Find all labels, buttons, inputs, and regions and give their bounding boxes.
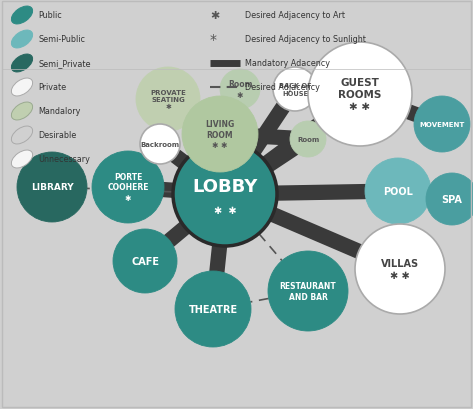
Ellipse shape — [11, 79, 33, 97]
Text: Room: Room — [297, 137, 319, 143]
Text: LIBRARY: LIBRARY — [31, 183, 73, 192]
Text: Semi_Private: Semi_Private — [38, 59, 90, 68]
Text: SPA: SPA — [442, 195, 463, 204]
Ellipse shape — [11, 151, 33, 169]
Text: LOBBY: LOBBY — [193, 178, 258, 196]
Text: Mandalory: Mandalory — [38, 107, 80, 116]
Circle shape — [17, 153, 87, 222]
Text: Public: Public — [38, 11, 62, 20]
Text: GUEST
ROOMS
✱ ✱: GUEST ROOMS ✱ ✱ — [338, 78, 382, 111]
Text: ✱: ✱ — [210, 11, 219, 21]
Text: Unnecessary: Unnecessary — [38, 155, 90, 164]
Text: THEATRE: THEATRE — [188, 304, 237, 314]
Text: Desired Adjacency to Sunlight: Desired Adjacency to Sunlight — [245, 36, 366, 45]
Text: BACK OF
HOUSE: BACK OF HOUSE — [279, 83, 311, 96]
Text: Desired Adjacency to Art: Desired Adjacency to Art — [245, 11, 345, 20]
Text: PORTE
COOHERE
✱: PORTE COOHERE ✱ — [107, 173, 149, 202]
Circle shape — [414, 97, 470, 153]
Circle shape — [426, 173, 473, 225]
Text: *: * — [210, 33, 217, 47]
Circle shape — [92, 152, 164, 223]
Text: Backroom: Backroom — [140, 142, 180, 148]
Circle shape — [173, 143, 277, 246]
Text: Desired Adjacency: Desired Adjacency — [245, 83, 320, 92]
Text: MOVEMENT: MOVEMENT — [419, 122, 464, 128]
Circle shape — [308, 43, 412, 147]
Circle shape — [136, 68, 200, 132]
Text: Semi-Public: Semi-Public — [38, 36, 85, 45]
Text: POOL: POOL — [383, 187, 413, 196]
Text: RESTAURANT
AND BAR: RESTAURANT AND BAR — [280, 282, 336, 301]
Text: Private: Private — [38, 83, 66, 92]
Text: Room
✱: Room ✱ — [228, 80, 252, 99]
Ellipse shape — [11, 55, 33, 73]
Circle shape — [290, 122, 326, 157]
Text: LIVING
ROOM
✱ ✱: LIVING ROOM ✱ ✱ — [205, 120, 235, 150]
Circle shape — [175, 271, 251, 347]
Text: ✱  ✱: ✱ ✱ — [214, 205, 236, 216]
Circle shape — [355, 225, 445, 314]
Circle shape — [182, 97, 258, 173]
Ellipse shape — [11, 103, 33, 121]
Circle shape — [140, 125, 180, 164]
Circle shape — [220, 70, 260, 110]
Circle shape — [365, 159, 431, 225]
Circle shape — [268, 252, 348, 331]
Text: PROVATE
SEATING
✱: PROVATE SEATING ✱ — [150, 90, 186, 110]
Ellipse shape — [11, 31, 33, 49]
Ellipse shape — [11, 7, 33, 25]
Text: Mandatory Adacency: Mandatory Adacency — [245, 59, 330, 68]
Text: CAFE: CAFE — [131, 256, 159, 266]
Text: Desirable: Desirable — [38, 131, 76, 140]
Text: VILLAS
✱ ✱: VILLAS ✱ ✱ — [381, 258, 419, 280]
Circle shape — [273, 68, 317, 112]
Circle shape — [113, 229, 177, 293]
Ellipse shape — [11, 127, 33, 145]
